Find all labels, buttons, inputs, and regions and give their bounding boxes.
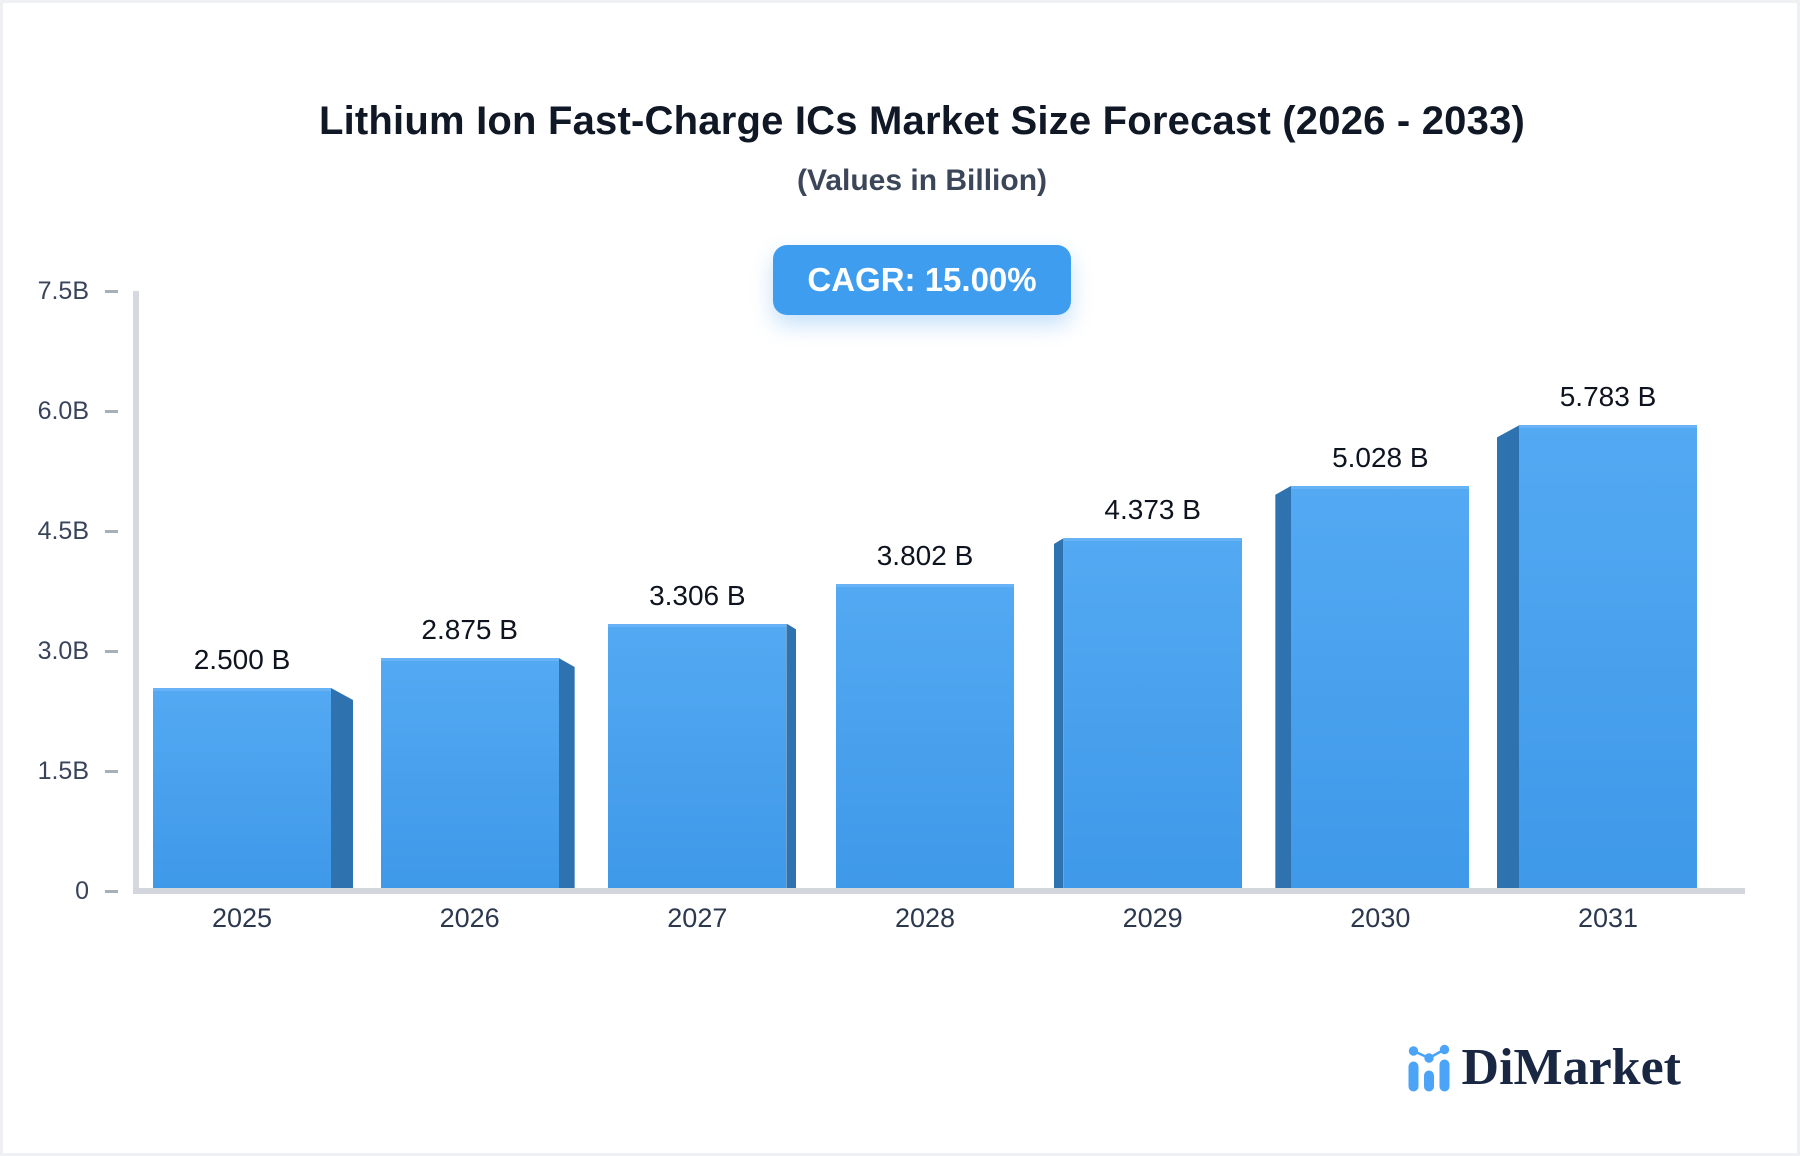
bar-2026[interactable]	[380, 658, 559, 888]
bar-value-label: 4.373 B	[1104, 494, 1201, 526]
bar-side-face-2025	[331, 688, 353, 888]
x-axis-baseline	[133, 888, 1745, 894]
x-tick-label-2026: 2026	[439, 903, 500, 933]
y-tick-mark	[105, 889, 118, 893]
bar-value-label: 5.028 B	[1332, 441, 1429, 473]
cagr-badge: CAGR: 15.00%	[773, 245, 1071, 315]
x-tick-label-2028: 2028	[894, 903, 956, 933]
bar-side-face-2026	[558, 658, 575, 888]
mini-bar-chart-icon	[1408, 1044, 1450, 1092]
bar-2031[interactable]	[1519, 425, 1697, 888]
chart-card: Lithium Ion Fast-Charge ICs Market Size …	[3, 3, 1797, 1153]
y-tick-label: 3.0B	[37, 637, 89, 665]
x-tick-label-2030: 2030	[1350, 903, 1411, 933]
bar-value-label: 3.802 B	[876, 539, 974, 571]
y-tick-mark	[105, 529, 118, 533]
y-tick-label: 7.5B	[37, 277, 89, 305]
y-axis-line	[133, 291, 139, 888]
bar-2025[interactable]	[153, 688, 331, 888]
bar-side-face-2031	[1497, 425, 1519, 888]
y-tick-mark	[105, 649, 118, 653]
x-tick-label-2031: 2031	[1577, 903, 1639, 933]
bar-2028[interactable]	[836, 583, 1014, 888]
chart-header: Lithium Ion Fast-Charge ICs Market Size …	[47, 95, 1797, 315]
y-tick-mark	[105, 289, 118, 293]
y-tick-label: 0	[75, 877, 89, 905]
bar-side-face-2030	[1275, 485, 1292, 888]
brand-logo: DiMarket	[1408, 1041, 1681, 1095]
bar-value-label: 3.306 B	[649, 579, 746, 611]
y-tick-label: 6.0B	[37, 397, 89, 425]
x-tick-label-2025: 2025	[211, 903, 273, 933]
bar-value-label: 2.875 B	[421, 614, 518, 645]
y-tick-label: 1.5B	[37, 757, 89, 785]
chart-title: Lithium Ion Fast-Charge ICs Market Size …	[318, 99, 1526, 143]
bar-2027[interactable]	[608, 623, 787, 888]
bar-value-label: 5.783 B	[1559, 381, 1657, 413]
bar-side-face-2029	[1053, 538, 1064, 888]
y-tick-mark	[105, 409, 118, 413]
brand-name: DiMarket	[1461, 1039, 1681, 1096]
bar-chart-plot: 0 1.5B 3.0B 4.5B 6.0B 7.5B 2.500 B 2.875 B 3.30…	[3, 3, 1800, 1156]
bar-value-label: 2.500 B	[193, 644, 291, 675]
x-tick-label-2029: 2029	[1122, 903, 1183, 933]
y-tick-mark	[105, 769, 118, 773]
bar-side-face-2027	[786, 623, 797, 888]
y-tick-label: 4.5B	[37, 517, 89, 545]
bar-2030[interactable]	[1291, 485, 1470, 888]
bar-2029[interactable]	[1063, 538, 1242, 888]
chart-subtitle: (Values in Billion)	[796, 164, 1048, 197]
x-tick-label-2027: 2027	[667, 903, 728, 933]
